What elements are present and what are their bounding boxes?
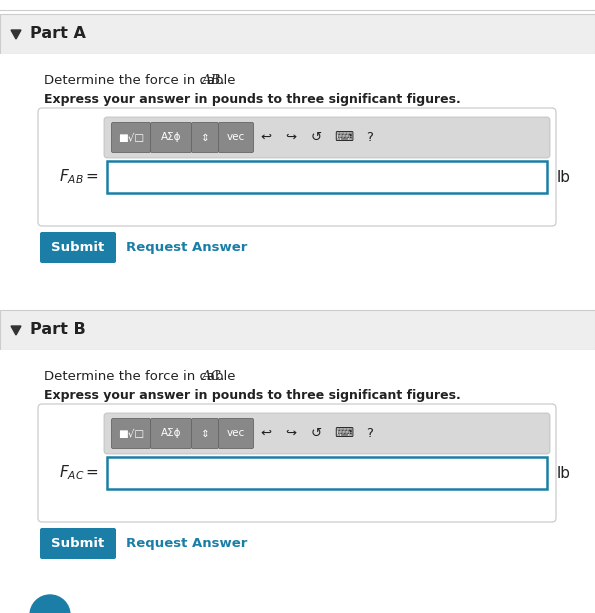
Text: lb: lb [557,465,571,481]
Text: Part A: Part A [30,26,86,42]
Text: AB.: AB. [201,74,225,86]
Circle shape [30,595,70,613]
Text: Express your answer in pounds to three significant figures.: Express your answer in pounds to three s… [44,94,461,107]
Text: ■√□: ■√□ [118,132,144,142]
FancyBboxPatch shape [192,419,218,449]
Text: AΣϕ: AΣϕ [161,132,181,142]
FancyBboxPatch shape [218,123,253,153]
Text: ?: ? [367,427,374,440]
Text: Determine the force in cable: Determine the force in cable [44,74,240,86]
Text: ⇕: ⇕ [201,132,209,142]
FancyBboxPatch shape [0,14,595,54]
Text: ↩: ↩ [261,131,271,144]
FancyBboxPatch shape [218,419,253,449]
FancyBboxPatch shape [111,123,151,153]
Text: ⌨: ⌨ [334,131,353,144]
Text: ↪: ↪ [286,131,296,144]
Text: ■√□: ■√□ [118,428,144,438]
FancyBboxPatch shape [40,528,116,559]
Text: ⌨: ⌨ [334,427,353,440]
FancyBboxPatch shape [40,232,116,263]
FancyBboxPatch shape [107,457,547,489]
Text: Submit: Submit [51,241,105,254]
FancyBboxPatch shape [38,108,556,226]
Text: Request Answer: Request Answer [126,537,248,550]
FancyBboxPatch shape [104,117,550,158]
FancyBboxPatch shape [192,123,218,153]
Text: Request Answer: Request Answer [126,241,248,254]
Text: Determine the force in cable: Determine the force in cable [44,370,240,383]
Text: $F_{AC}=$: $F_{AC}=$ [59,463,99,482]
FancyBboxPatch shape [0,310,595,350]
Text: Submit: Submit [51,537,105,550]
Text: AC.: AC. [201,370,225,383]
FancyBboxPatch shape [151,123,192,153]
FancyBboxPatch shape [104,413,550,454]
Text: ↺: ↺ [311,427,321,440]
FancyBboxPatch shape [0,54,595,324]
Text: ?: ? [367,131,374,144]
FancyBboxPatch shape [0,350,595,613]
FancyBboxPatch shape [107,161,547,193]
Text: AΣϕ: AΣϕ [161,428,181,438]
Text: Express your answer in pounds to three significant figures.: Express your answer in pounds to three s… [44,389,461,403]
Text: lb: lb [557,170,571,185]
Text: Part B: Part B [30,322,86,338]
Text: ↺: ↺ [311,131,321,144]
Text: ↪: ↪ [286,427,296,440]
FancyBboxPatch shape [151,419,192,449]
FancyBboxPatch shape [111,419,151,449]
Text: ⇕: ⇕ [201,428,209,438]
Polygon shape [11,326,21,335]
Text: vec: vec [227,428,245,438]
Text: $F_{AB}=$: $F_{AB}=$ [59,167,99,186]
Text: vec: vec [227,132,245,142]
Polygon shape [11,30,21,39]
FancyBboxPatch shape [38,404,556,522]
Text: ↩: ↩ [261,427,271,440]
